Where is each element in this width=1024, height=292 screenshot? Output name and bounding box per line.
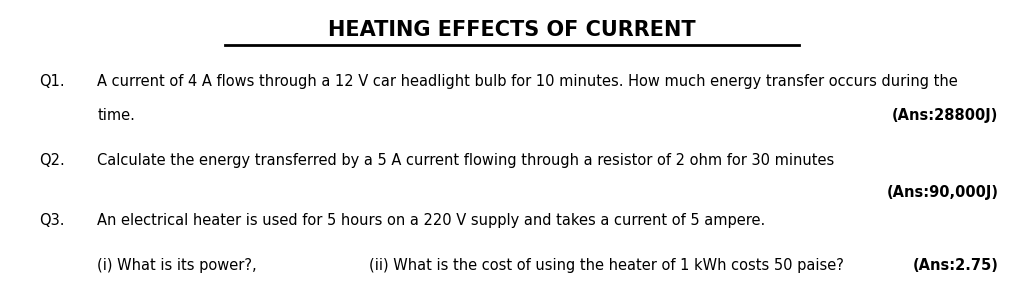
Text: An electrical heater is used for 5 hours on a 220 V supply and takes a current o: An electrical heater is used for 5 hours… <box>97 213 766 228</box>
Text: Calculate the energy transferred by a 5 A current flowing through a resistor of : Calculate the energy transferred by a 5 … <box>97 153 835 168</box>
Text: time.: time. <box>97 108 135 123</box>
Text: (ii) What is the cost of using the heater of 1 kWh costs 50 paise?: (ii) What is the cost of using the heate… <box>369 258 844 273</box>
Text: (Ans:2.75): (Ans:2.75) <box>912 258 998 273</box>
Text: Q3.: Q3. <box>39 213 65 228</box>
Text: Q1.: Q1. <box>39 74 65 89</box>
Text: (Ans:28800J): (Ans:28800J) <box>892 108 998 123</box>
Text: HEATING EFFECTS OF CURRENT: HEATING EFFECTS OF CURRENT <box>328 20 696 40</box>
Text: (i) What is its power?,: (i) What is its power?, <box>97 258 257 273</box>
Text: A current of 4 A flows through a 12 V car headlight bulb for 10 minutes. How muc: A current of 4 A flows through a 12 V ca… <box>97 74 958 89</box>
Text: Q2.: Q2. <box>39 153 65 168</box>
Text: (Ans:90,000J): (Ans:90,000J) <box>887 185 998 200</box>
